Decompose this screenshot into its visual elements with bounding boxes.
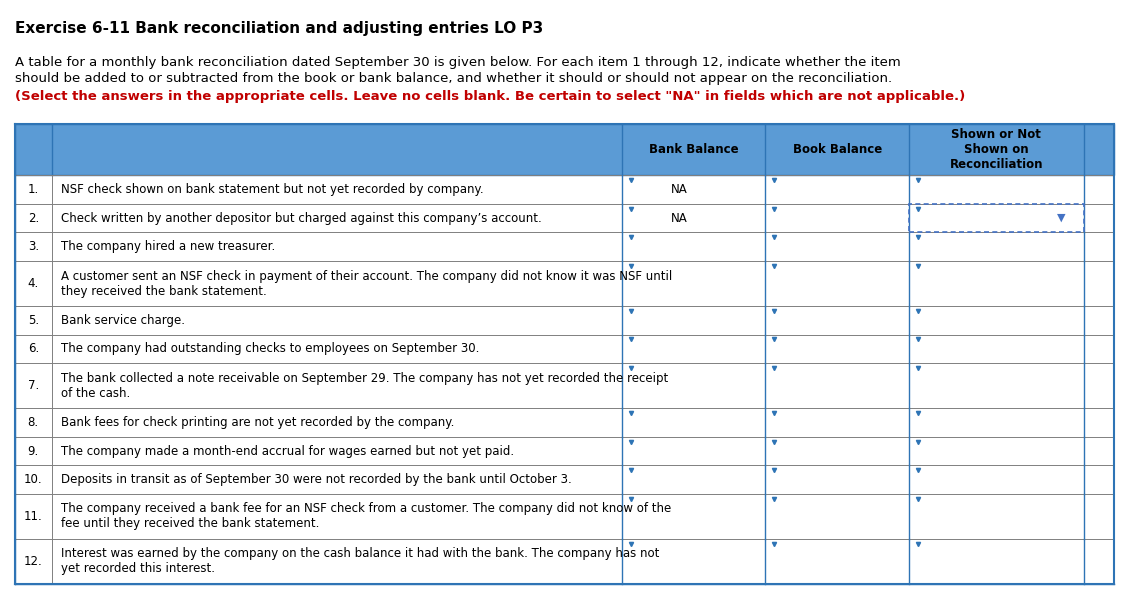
Text: 10.: 10.: [24, 473, 43, 486]
Bar: [909, 204, 1084, 232]
Text: 4.: 4.: [28, 277, 38, 290]
Text: 5.: 5.: [28, 314, 38, 327]
Text: should be added to or subtracted from the book or bank balance, and whether it s: should be added to or subtracted from th…: [15, 72, 892, 85]
Text: Bank Balance: Bank Balance: [649, 143, 738, 156]
Text: 9.: 9.: [28, 444, 38, 457]
Bar: [15, 232, 1114, 261]
Text: Exercise 6-11 Bank reconciliation and adjusting entries LO P3: Exercise 6-11 Bank reconciliation and ad…: [15, 21, 543, 35]
Text: 7.: 7.: [28, 379, 38, 392]
Text: Deposits in transit as of September 30 were not recorded by the bank until Octob: Deposits in transit as of September 30 w…: [61, 473, 571, 486]
Text: The company hired a new treasurer.: The company hired a new treasurer.: [61, 240, 275, 253]
Bar: [15, 124, 1114, 175]
Text: NA: NA: [671, 183, 688, 196]
Text: Bank fees for check printing are not yet recorded by the company.: Bank fees for check printing are not yet…: [61, 416, 454, 429]
Bar: [15, 465, 1114, 494]
Text: Check written by another depositor but charged against this company’s account.: Check written by another depositor but c…: [61, 212, 542, 225]
Text: The company had outstanding checks to employees on September 30.: The company had outstanding checks to em…: [61, 342, 480, 355]
Text: A customer sent an NSF check in payment of their account. The company did not kn: A customer sent an NSF check in payment …: [61, 269, 672, 297]
Bar: [15, 175, 1114, 204]
Text: 12.: 12.: [24, 555, 43, 568]
Bar: [15, 437, 1114, 465]
Text: ▼: ▼: [1057, 213, 1066, 223]
Text: NA: NA: [671, 212, 688, 225]
Bar: [15, 261, 1114, 306]
Bar: [15, 408, 1114, 437]
Text: 1.: 1.: [28, 183, 38, 196]
Text: 3.: 3.: [28, 240, 38, 253]
Bar: [15, 204, 1114, 232]
Text: Interest was earned by the company on the cash balance it had with the bank. The: Interest was earned by the company on th…: [61, 547, 659, 576]
Bar: [15, 335, 1114, 363]
Text: The bank collected a note receivable on September 29. The company has not yet re: The bank collected a note receivable on …: [61, 372, 668, 400]
Bar: [15, 539, 1114, 584]
Text: 6.: 6.: [28, 342, 38, 355]
Text: 2.: 2.: [28, 212, 38, 225]
Text: A table for a monthly bank reconciliation dated September 30 is given below. For: A table for a monthly bank reconciliatio…: [15, 56, 901, 69]
Text: (Select the answers in the appropriate cells. Leave no cells blank. Be certain t: (Select the answers in the appropriate c…: [15, 90, 965, 103]
Text: Bank service charge.: Bank service charge.: [61, 314, 185, 327]
Bar: [15, 494, 1114, 539]
Text: NSF check shown on bank statement but not yet recorded by company.: NSF check shown on bank statement but no…: [61, 183, 483, 196]
Text: 8.: 8.: [28, 416, 38, 429]
Text: The company received a bank fee for an NSF check from a customer. The company di: The company received a bank fee for an N…: [61, 502, 672, 531]
Text: Book Balance: Book Balance: [793, 143, 882, 156]
Text: 11.: 11.: [24, 510, 43, 523]
Bar: [15, 363, 1114, 408]
Text: Shown or Not
Shown on
Reconciliation: Shown or Not Shown on Reconciliation: [949, 128, 1043, 171]
Text: The company made a month-end accrual for wages earned but not yet paid.: The company made a month-end accrual for…: [61, 444, 514, 457]
Bar: [15, 306, 1114, 335]
